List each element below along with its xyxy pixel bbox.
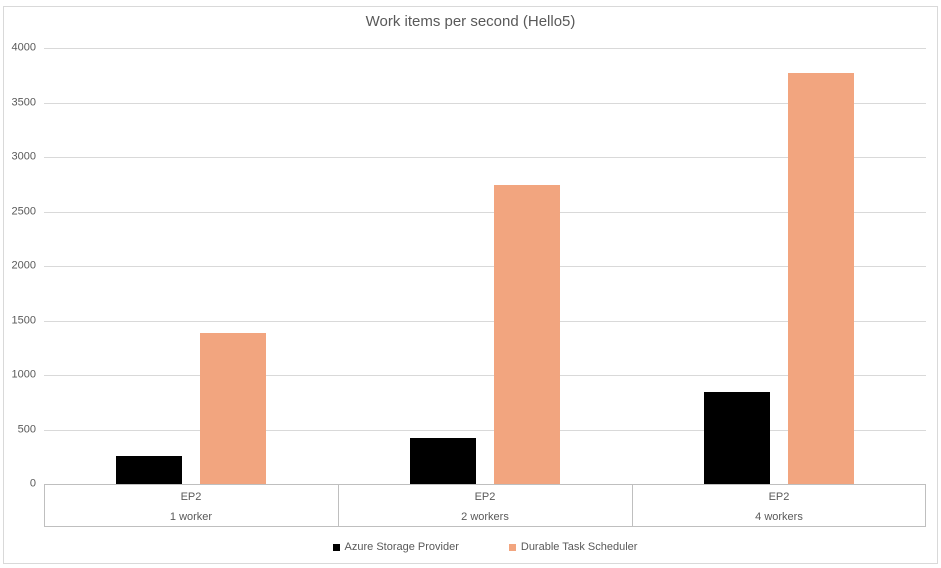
gridline-1000 — [44, 375, 926, 376]
category-divider-2 — [632, 485, 633, 526]
bar-azure-storage-provider-2-workers — [410, 438, 476, 484]
legend-swatch-azure-storage-provider — [332, 543, 340, 551]
gridline-3500 — [44, 102, 926, 104]
legend-label-durable-task-scheduler: Durable Task Scheduler — [520, 541, 638, 553]
y-tick-label-1000: 1000 — [11, 368, 36, 381]
category-divider-3 — [925, 485, 926, 526]
y-tick-label-1500: 1500 — [11, 314, 36, 326]
y-tick-label-3000: 3000 — [11, 150, 36, 163]
category-worker-label: 4 workers — [755, 511, 803, 523]
bar-azure-storage-provider-1-worker — [116, 455, 182, 484]
y-tick-label-2500: 2500 — [11, 205, 36, 217]
chart-title: Work items per second (Hello5) — [365, 13, 576, 30]
gridline-2500 — [44, 211, 926, 213]
category-axis: EP2 1 worker EP2 2 workers EP2 4 workers — [44, 484, 926, 527]
plot-area: 0 500 1000 1500 2000 2500 3000 3500 4000 — [12, 42, 926, 489]
gridline-500 — [44, 429, 926, 431]
gridline-2000 — [44, 266, 926, 267]
bar-durable-task-scheduler-4-workers — [788, 73, 854, 484]
category-group-label: EP2 — [180, 491, 202, 503]
bar-azure-storage-provider-4-workers — [704, 392, 770, 484]
category-worker-label: 1 worker — [169, 511, 213, 523]
category-worker-label: 2 workers — [461, 511, 509, 523]
category-label-4-workers: EP2 4 workers — [632, 485, 926, 526]
legend-label-azure-storage-provider: Azure Storage Provider — [344, 541, 459, 553]
gridline-4000 — [44, 48, 926, 49]
y-tick-label-3500: 3500 — [11, 96, 36, 108]
category-label-1-worker: EP2 1 worker — [44, 485, 338, 526]
category-divider-0 — [44, 485, 45, 526]
y-tick-label-4000: 4000 — [11, 41, 36, 54]
category-label-2-workers: EP2 2 workers — [338, 485, 632, 526]
category-divider-1 — [338, 485, 339, 526]
y-tick-label-0: 0 — [29, 477, 36, 490]
category-group-label: EP2 — [474, 491, 496, 503]
legend: Azure Storage Provider Durable Task Sche… — [44, 541, 926, 553]
y-tick-label-2000: 2000 — [11, 259, 36, 272]
y-tick-label-500: 500 — [17, 423, 36, 435]
bar-durable-task-scheduler-2-workers — [494, 185, 560, 484]
legend-swatch-durable-task-scheduler — [508, 543, 516, 551]
legend-item-azure-storage-provider: Azure Storage Provider — [332, 541, 459, 553]
gridline-3000 — [44, 157, 926, 158]
bar-durable-task-scheduler-1-worker — [200, 332, 266, 484]
gridline-1500 — [44, 320, 926, 322]
category-group-label: EP2 — [768, 491, 790, 503]
legend-item-durable-task-scheduler: Durable Task Scheduler — [508, 541, 638, 553]
